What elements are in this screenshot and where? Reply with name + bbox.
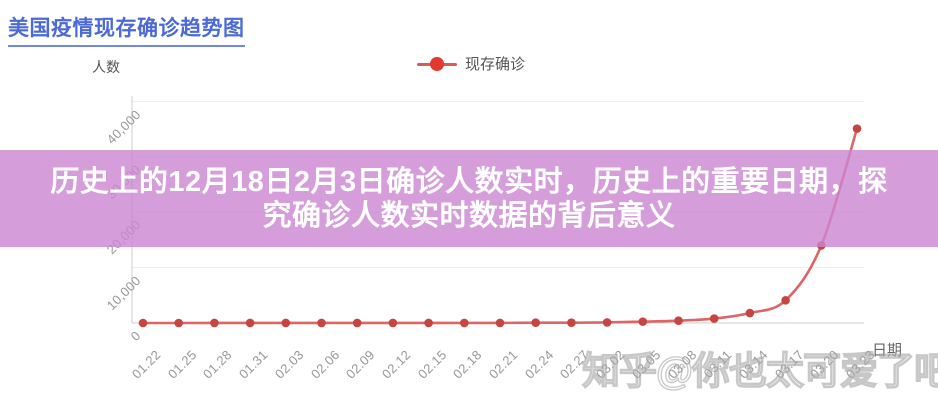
- headline-line-1: 历史上的12月18日2月3日确诊人数实时，历史上的重要日期，探: [50, 165, 888, 198]
- data-point-01.22: [138, 318, 148, 328]
- headline-banner: 历史上的12月18日2月3日确诊人数实时，历史上的重要日期，探 究确诊人数实时数…: [0, 150, 938, 247]
- data-point-02.21: [495, 318, 505, 328]
- y-axis-name: 人数: [92, 59, 120, 75]
- data-point-03.02: [602, 318, 612, 327]
- data-point-01.25: [174, 318, 183, 328]
- data-point-02.03: [281, 318, 291, 328]
- data-point-01.28: [210, 318, 219, 328]
- data-point-02.24: [531, 318, 540, 328]
- zhihu-watermark: 知乎@你也太可爱了吧: [581, 350, 938, 393]
- data-point-03.11: [709, 314, 719, 323]
- data-point-02.12: [388, 318, 398, 328]
- legend-item-label: 现存确诊: [465, 56, 526, 73]
- data-point-02.15: [424, 318, 433, 328]
- legend-item-existing-confirmed[interactable]: 现存确诊: [417, 53, 525, 74]
- data-point-02.09: [352, 318, 362, 328]
- data-point-03.17: [781, 295, 790, 305]
- data-point-02.27: [567, 318, 576, 327]
- data-point-03.08: [674, 316, 683, 325]
- data-point-02.06: [317, 318, 326, 328]
- legend-line-dot-icon: [417, 56, 457, 71]
- data-point-02.18: [460, 318, 469, 328]
- data-point-03.14: [745, 308, 755, 318]
- data-point-03.23: [852, 124, 862, 133]
- x-axis-name: 日期: [872, 342, 903, 359]
- chart-title-link[interactable]: 美国疫情现存确诊趋势图: [8, 12, 245, 47]
- data-point-03.05: [638, 317, 648, 326]
- data-point-01.31: [245, 318, 255, 328]
- headline-line-2: 究确诊人数实时数据的背后意义: [262, 199, 676, 232]
